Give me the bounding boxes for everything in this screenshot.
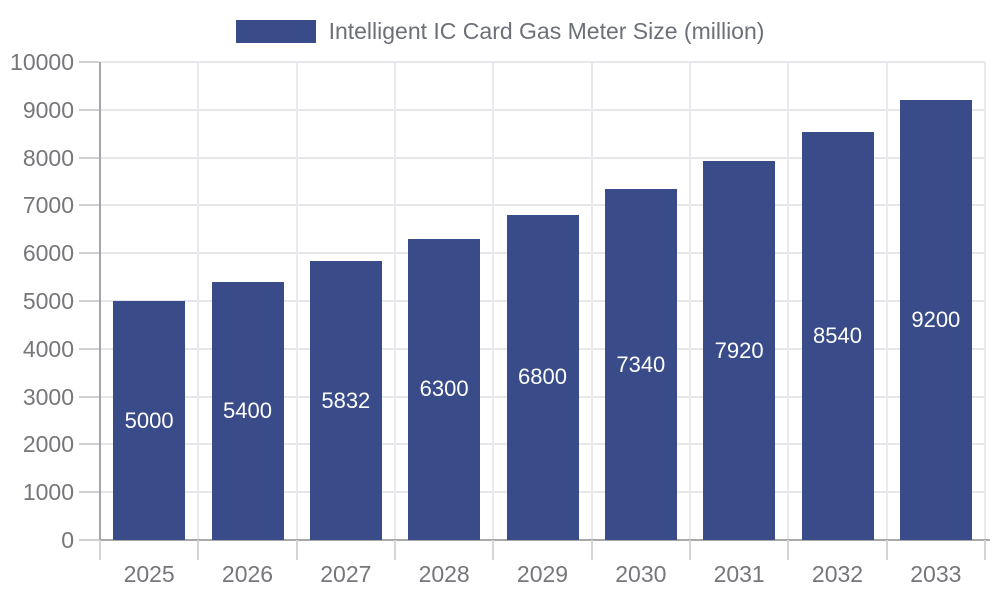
y-axis-tick xyxy=(79,204,99,207)
y-tick-label: 10000 xyxy=(10,49,74,75)
x-tick-label: 2028 xyxy=(418,561,470,587)
grid-line-vertical xyxy=(394,62,396,540)
x-tick-label: 2027 xyxy=(320,561,372,587)
x-tick-label: 2030 xyxy=(615,561,667,587)
y-axis-tick xyxy=(79,491,99,494)
grid-line-vertical xyxy=(197,62,200,540)
x-axis-tick xyxy=(590,540,593,560)
y-axis-tick xyxy=(79,539,99,541)
grid-line-vertical xyxy=(885,62,888,540)
y-tick-label: 4000 xyxy=(22,335,74,362)
x-tick-label: 2032 xyxy=(811,561,864,587)
y-axis-tick xyxy=(79,108,99,111)
x-axis-tick xyxy=(99,540,101,560)
y-tick-label: 2000 xyxy=(22,431,74,458)
bar-value-label: 5000 xyxy=(124,407,174,433)
grid-line-vertical xyxy=(787,62,790,540)
grid-line-horizontal xyxy=(100,108,985,111)
legend-label[interactable]: Intelligent IC Card Gas Meter Size (mill… xyxy=(328,17,765,44)
y-tick-label: 7000 xyxy=(22,192,74,219)
bar[interactable] xyxy=(309,261,382,540)
bar[interactable] xyxy=(801,131,874,540)
legend: Intelligent IC Card Gas Meter Size (mill… xyxy=(0,17,1000,44)
x-axis-tick xyxy=(197,540,200,560)
x-tick-label: 2033 xyxy=(910,561,962,587)
bar[interactable] xyxy=(703,161,776,540)
x-tick-label: 2029 xyxy=(516,561,569,587)
x-axis-tick xyxy=(689,540,691,560)
bar-value-label: 7920 xyxy=(714,337,764,363)
y-tick-label: 8000 xyxy=(22,144,74,171)
x-axis-tick xyxy=(295,540,298,560)
bar[interactable] xyxy=(211,281,284,540)
y-axis-tick xyxy=(79,156,99,159)
y-tick-label: 1000 xyxy=(22,479,74,506)
y-axis-tick xyxy=(79,443,99,446)
bar-value-label: 5832 xyxy=(321,387,371,413)
y-tick-label: 3000 xyxy=(22,383,74,410)
bar-value-label: 5400 xyxy=(223,397,272,423)
bar[interactable] xyxy=(506,214,579,540)
bar[interactable] xyxy=(408,238,481,540)
grid-line-vertical xyxy=(590,62,593,540)
y-axis-tick xyxy=(79,252,99,255)
bar[interactable] xyxy=(899,100,972,540)
y-tick-label: 5000 xyxy=(22,288,74,314)
grid-line-vertical xyxy=(492,62,495,540)
plot-area: 0 1000 2000 3000 4000 5000 6000 7000 8000 9000 100… xyxy=(10,49,990,587)
grid-line-vertical xyxy=(689,62,691,540)
bar-value-label: 9200 xyxy=(911,307,961,333)
legend-swatch-icon[interactable] xyxy=(235,19,316,43)
bar-value-label: 8540 xyxy=(813,322,862,348)
bar-value-label: 6800 xyxy=(518,364,567,390)
grid-line-horizontal xyxy=(100,156,985,159)
y-axis-tick xyxy=(79,347,99,350)
bar[interactable] xyxy=(604,189,677,540)
y-axis-tick xyxy=(79,300,99,302)
y-tick-label: 0 xyxy=(61,527,74,553)
bar-value-label: 7340 xyxy=(616,351,666,377)
grid-line-horizontal xyxy=(100,61,985,63)
x-axis-tick xyxy=(492,540,495,560)
x-tick-label: 2031 xyxy=(713,561,765,587)
y-tick-label: 9000 xyxy=(22,96,74,123)
x-axis-tick xyxy=(984,540,986,560)
x-axis-tick xyxy=(394,540,396,560)
x-tick-label: 2025 xyxy=(123,561,175,587)
y-axis-tick xyxy=(79,61,99,63)
y-tick-label: 6000 xyxy=(22,240,74,267)
x-tick-label: 2026 xyxy=(221,561,274,587)
grid-line-horizontal xyxy=(100,204,985,207)
grid-line-vertical xyxy=(984,62,986,540)
x-axis-line xyxy=(99,539,990,541)
bar-value-label: 6300 xyxy=(419,376,469,402)
y-axis-tick xyxy=(79,395,99,398)
x-axis-tick xyxy=(885,540,888,560)
y-axis-line xyxy=(99,62,101,540)
x-axis-tick xyxy=(787,540,790,560)
bar[interactable] xyxy=(113,301,186,540)
grid-line-vertical xyxy=(295,62,298,540)
